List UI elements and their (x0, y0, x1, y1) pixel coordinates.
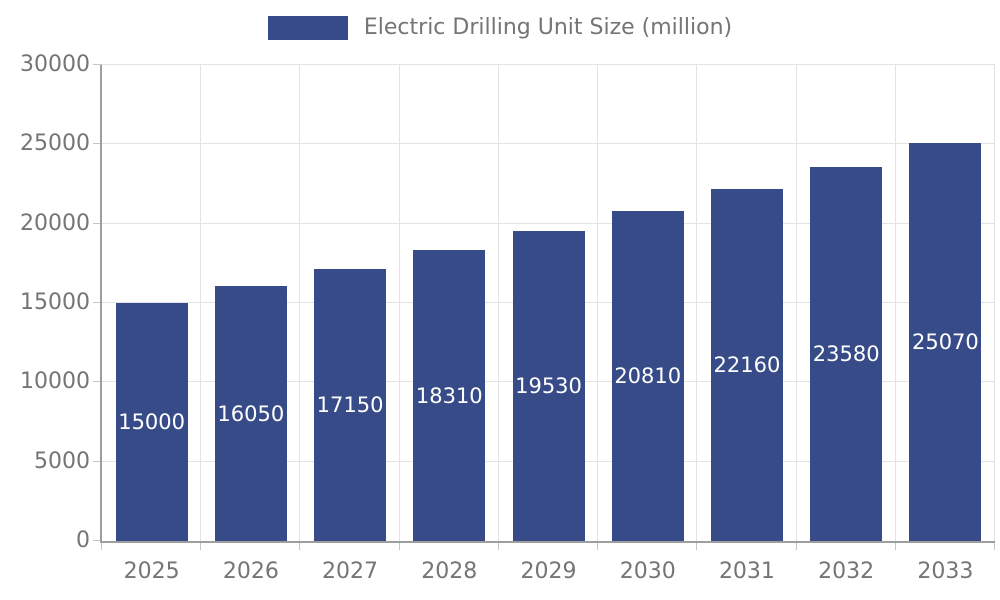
bar[interactable] (611, 210, 684, 541)
x-tick-label: 2029 (520, 559, 577, 584)
y-tick-label: 10000 (20, 369, 90, 395)
x-tick-label: 2025 (123, 559, 180, 584)
x-tick-label: 2031 (718, 559, 775, 584)
x-tick-mark (696, 541, 698, 550)
bar[interactable] (314, 268, 387, 541)
gridline-vertical (200, 65, 202, 541)
x-tick-label: 2033 (917, 559, 974, 584)
bar-value-label: 17150 (316, 392, 384, 417)
x-tick-mark (299, 541, 301, 550)
x-tick-mark (200, 541, 202, 550)
bar[interactable] (413, 250, 486, 541)
bar-value-label: 15000 (118, 410, 186, 434)
y-tick-label: 5000 (34, 448, 90, 474)
y-tick-label: 20000 (20, 210, 90, 236)
x-tick-mark (597, 541, 599, 550)
gridline-horizontal (102, 64, 995, 65)
bar-value-label: 20810 (614, 363, 682, 388)
y-axis-line (100, 65, 102, 543)
x-tick-label: 2032 (818, 559, 875, 584)
bar[interactable] (512, 231, 585, 541)
y-tick-mark (93, 222, 102, 224)
legend[interactable]: Electric Drilling Unit Size (million) (0, 14, 1000, 42)
gridline-vertical (994, 65, 995, 541)
y-tick-label: 0 (76, 528, 90, 553)
y-tick-mark (93, 302, 102, 303)
x-tick-label: 2026 (222, 559, 279, 584)
gridline-vertical (795, 65, 797, 541)
x-tick-mark (398, 541, 400, 550)
y-tick-mark (93, 143, 102, 145)
gridline-vertical (894, 65, 896, 541)
x-axis-line (100, 541, 995, 543)
y-tick-mark (93, 460, 102, 462)
gridline-horizontal (102, 222, 995, 224)
gridline-vertical (696, 65, 698, 541)
x-tick-label: 2028 (421, 559, 478, 584)
x-tick-mark (497, 541, 499, 550)
gridline-vertical (497, 65, 499, 541)
bar[interactable] (214, 286, 287, 541)
x-tick-label: 2027 (322, 559, 379, 584)
y-tick-mark (93, 64, 102, 65)
y-tick-label: 15000 (20, 290, 90, 315)
bar[interactable] (115, 303, 188, 541)
y-tick-label: 30000 (20, 52, 90, 77)
bar-value-label: 25070 (911, 330, 979, 355)
x-tick-mark (994, 541, 995, 550)
gridline-vertical (299, 65, 301, 541)
y-tick-mark (93, 381, 102, 383)
gridline-horizontal (102, 143, 995, 145)
x-tick-mark (894, 541, 896, 550)
legend-label: Electric Drilling Unit Size (million) (363, 15, 733, 40)
bar[interactable] (810, 166, 883, 541)
bar[interactable] (909, 143, 982, 541)
bar-value-label: 16050 (217, 401, 285, 426)
y-tick-mark (93, 540, 102, 541)
y-tick-label: 25000 (20, 131, 90, 157)
bar-value-label: 23580 (812, 341, 880, 366)
bar-value-label: 19530 (515, 374, 582, 399)
legend-swatch-icon (267, 16, 348, 40)
gridline-vertical (398, 65, 400, 541)
x-tick-mark (795, 541, 797, 550)
bar-value-label: 18310 (415, 383, 483, 408)
gridline-vertical (597, 65, 599, 541)
x-tick-label: 2030 (619, 559, 676, 584)
bar[interactable] (710, 189, 783, 541)
bar-value-label: 22160 (713, 353, 781, 378)
x-tick-mark (101, 541, 102, 550)
